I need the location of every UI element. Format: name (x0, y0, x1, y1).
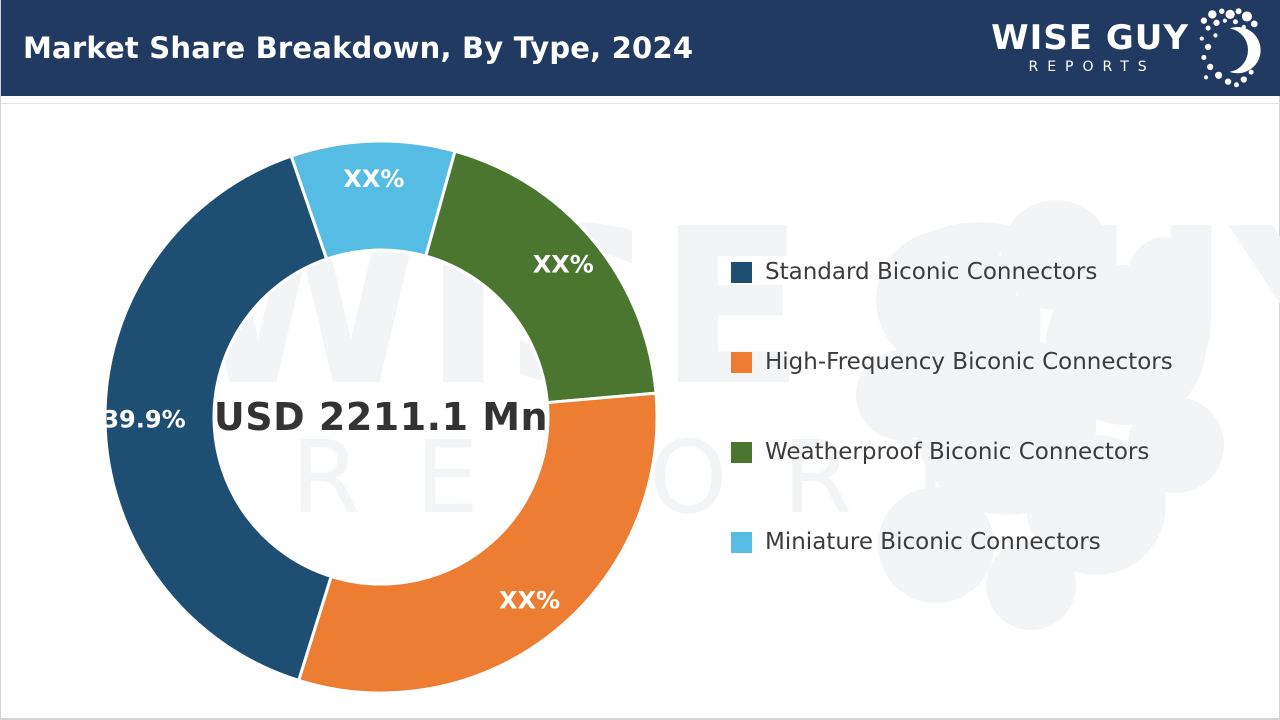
legend-swatch-icon (731, 351, 752, 373)
donut-slice (103, 154, 333, 682)
legend-item: Weatherproof Biconic Connectors (731, 438, 1173, 466)
chart-legend: Standard Biconic Connectors High-Frequen… (731, 258, 1173, 618)
legend-item: Standard Biconic Connectors (731, 258, 1173, 286)
logo-name-text: WISE GUY (991, 18, 1189, 59)
legend-label: Weatherproof Biconic Connectors (765, 439, 1150, 465)
donut-slice (297, 391, 659, 695)
slice-value-label: XX% (533, 251, 594, 279)
slice-value-label: XX% (343, 165, 404, 193)
legend-item: High-Frequency Biconic Connectors (731, 348, 1173, 376)
legend-label: Standard Biconic Connectors (765, 259, 1098, 285)
legend-label: High-Frequency Biconic Connectors (765, 349, 1173, 375)
donut-slice (424, 149, 658, 405)
slice-value-label: XX% (499, 587, 560, 615)
wiseguy-logo: WISE GUY REPORTS (991, 4, 1263, 92)
legend-swatch-icon (731, 261, 752, 283)
legend-swatch-icon (731, 441, 752, 463)
slice-value-label: 39.9% (102, 405, 185, 433)
header-divider (1, 103, 1280, 104)
wiseguy-face-logo-icon (1199, 8, 1261, 88)
legend-swatch-icon (731, 531, 752, 553)
header-bar: Market Share Breakdown, By Type, 2024 (1, 0, 1280, 96)
legend-item: Miniature Biconic Connectors (731, 528, 1173, 556)
chart-center-value: USD 2211.1 Mn (213, 395, 549, 439)
legend-label: Miniature Biconic Connectors (765, 529, 1101, 555)
page-title: Market Share Breakdown, By Type, 2024 (23, 31, 694, 65)
watermark-text-line2: REPORTS (291, 419, 1135, 536)
logo-subtitle-text: REPORTS (1028, 58, 1156, 75)
